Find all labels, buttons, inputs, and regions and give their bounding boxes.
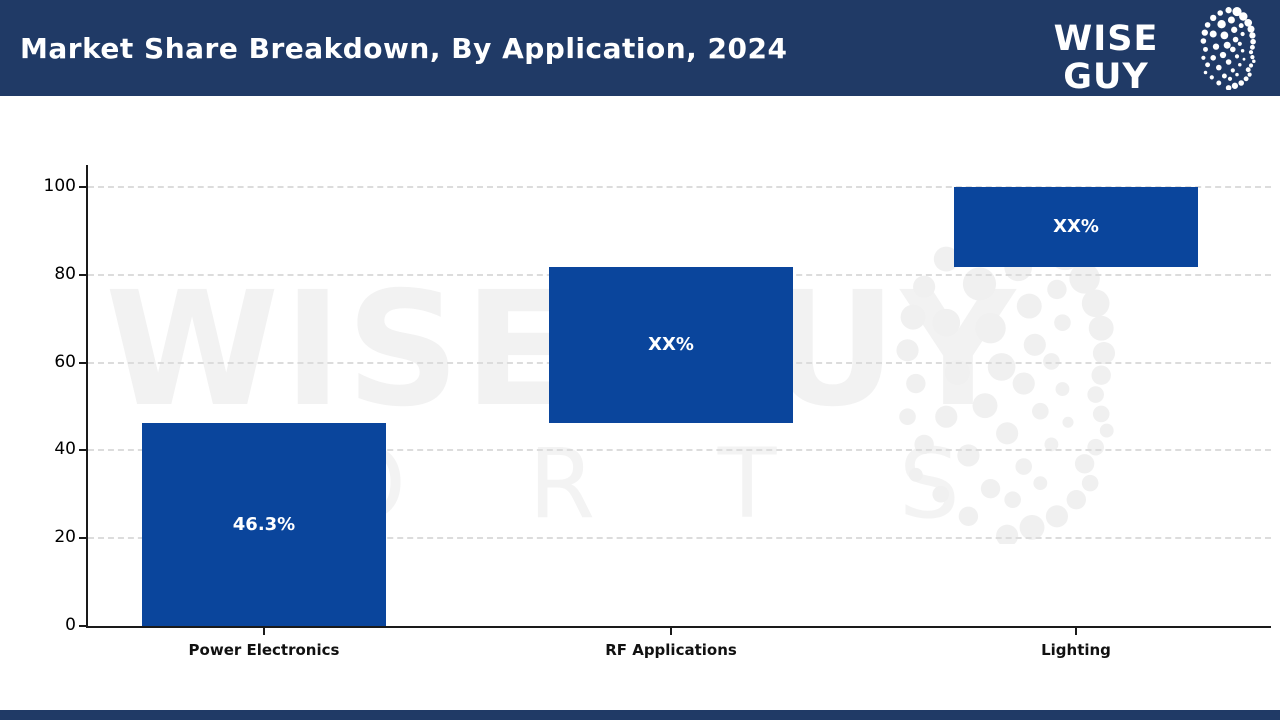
bar-value-label: XX% bbox=[648, 334, 694, 356]
x-tick-0 bbox=[263, 627, 265, 635]
category-label-0: Power Electronics bbox=[188, 641, 340, 659]
x-tick-1 bbox=[670, 627, 672, 635]
y-tick-label-20: 20 bbox=[54, 527, 76, 548]
y-tick-80 bbox=[79, 273, 87, 276]
category-label-1: RF Applications bbox=[605, 641, 737, 659]
page-title: Market Share Breakdown, By Application, … bbox=[20, 31, 788, 65]
brand-dotted-head-icon bbox=[1200, 7, 1256, 90]
brand-logo-text: WISE GUY R E P O R T S bbox=[1012, 20, 1200, 113]
gridline-100 bbox=[88, 186, 1271, 188]
brand-subtitle: R E P O R T S bbox=[1017, 98, 1195, 113]
gridline-20 bbox=[88, 537, 1271, 540]
y-tick-60 bbox=[79, 361, 87, 364]
bar-value-label: 46.3% bbox=[232, 513, 296, 535]
gridline-40 bbox=[88, 449, 1271, 452]
x-axis-line bbox=[86, 626, 1271, 628]
brand-name: WISE GUY bbox=[1053, 19, 1159, 97]
bar-power-electronics: 46.3% bbox=[142, 422, 386, 626]
bar-rf-applications: XX% bbox=[549, 266, 793, 423]
brand-logo: WISE GUY R E P O R T S bbox=[1012, 4, 1262, 113]
y-axis-line bbox=[86, 165, 88, 628]
y-tick-100 bbox=[79, 186, 87, 188]
x-tick-2 bbox=[1075, 627, 1077, 635]
y-tick-40 bbox=[79, 449, 87, 452]
y-tick-20 bbox=[79, 537, 87, 540]
header-bar: Market Share Breakdown, By Application, … bbox=[0, 0, 1280, 113]
y-tick-0 bbox=[79, 625, 87, 627]
bar-lighting: XX% bbox=[954, 187, 1198, 267]
bar-value-label: XX% bbox=[1053, 216, 1099, 238]
y-tick-label-100: 100 bbox=[43, 176, 76, 196]
y-tick-label-40: 40 bbox=[54, 439, 76, 460]
y-tick-label-80: 80 bbox=[54, 263, 76, 284]
y-tick-label-0: 0 bbox=[65, 615, 76, 635]
y-tick-label-60: 60 bbox=[54, 351, 76, 372]
category-label-2: Lighting bbox=[1041, 641, 1111, 659]
footer-bar bbox=[0, 710, 1280, 720]
